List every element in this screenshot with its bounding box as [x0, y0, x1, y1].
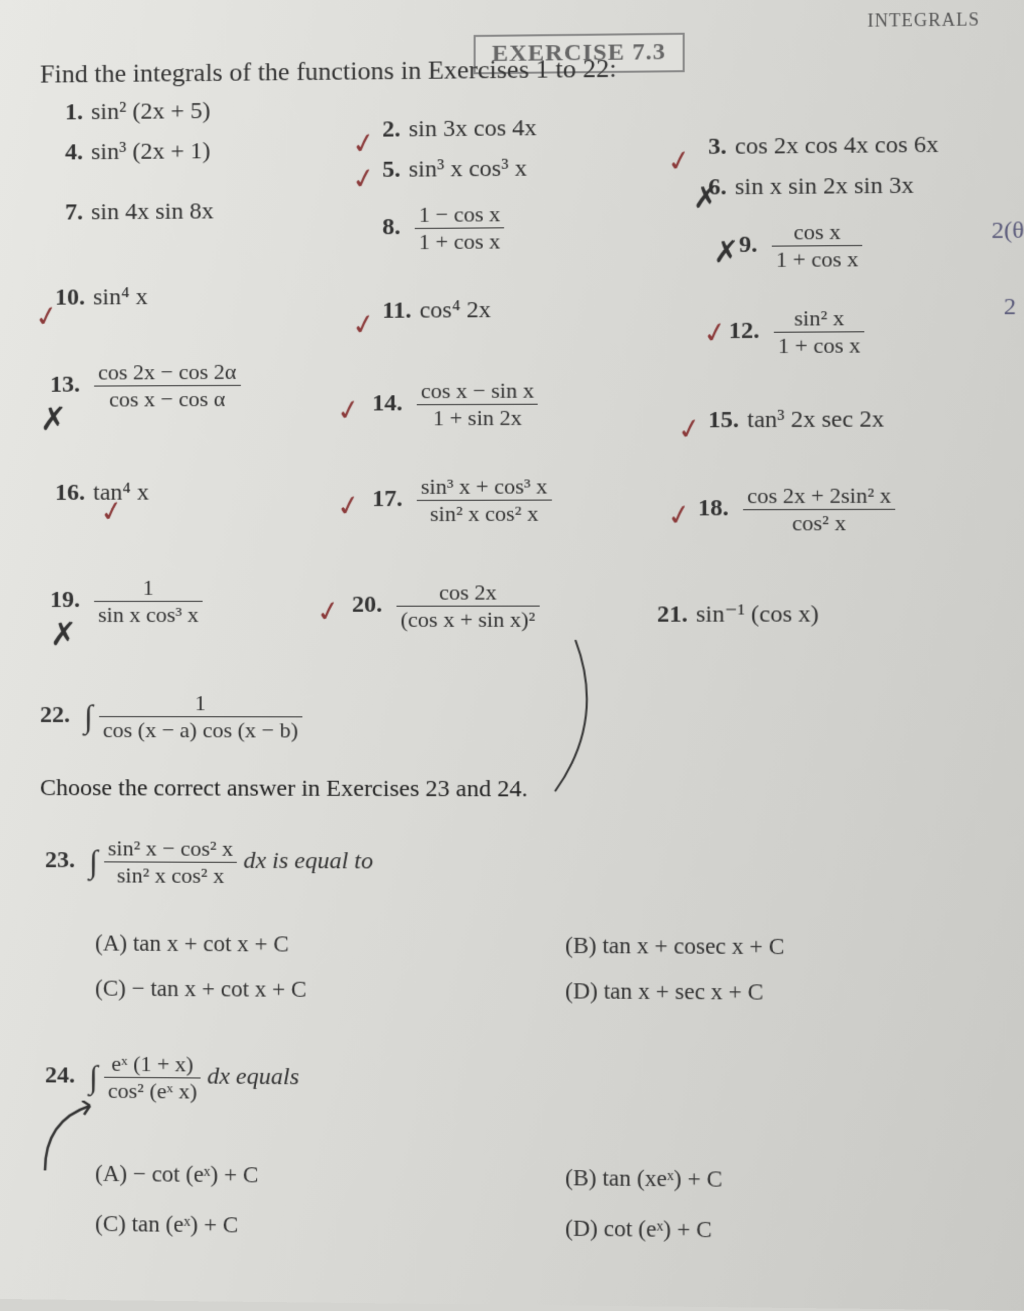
- connector-curve: [545, 640, 606, 802]
- cross-mark-icon: ✗: [40, 400, 67, 438]
- problem-13: 13. cos 2x − cos 2αcos x − cos α: [50, 359, 240, 413]
- cross-mark-icon: ✗: [693, 180, 719, 216]
- choose-instruction: Choose the correct answer in Exercises 2…: [40, 775, 528, 803]
- cross-mark-icon: ✗: [713, 235, 739, 271]
- textbook-page: INTEGRALS EXERCISE 7.3 Find the integral…: [0, 0, 1024, 1311]
- problem-21: 21.sin⁻¹ (cos x): [657, 599, 819, 628]
- problem-17: 17. sin³ x + cos³ xsin² x cos² x: [372, 473, 551, 527]
- problem-15: 15.tan³ 2x sec 2x: [708, 406, 884, 434]
- handwritten-note: 2(θ³: [992, 217, 1024, 245]
- problem-11: 11.cos⁴ 2x: [382, 297, 491, 325]
- problem-24: 24. ∫ eˣ (1 + x)cos² (eˣ x) dx equals: [45, 1050, 299, 1105]
- problem-12: 12. sin² x1 + cos x: [729, 305, 865, 359]
- q24-option-b: (B) tan (xeˣ) + C: [565, 1165, 722, 1193]
- problem-4: 4.sin³ (2x + 1): [65, 138, 210, 166]
- problem-3: 3.cos 2x cos 4x cos 6x: [708, 132, 938, 161]
- checkmark-icon: ✓: [314, 593, 343, 631]
- q24-option-a: (A) − cot (eˣ) + C: [95, 1161, 258, 1189]
- checkmark-icon: ✓: [664, 142, 694, 180]
- q23-option-a: (A) tan x + cot x + C: [95, 930, 289, 957]
- checkmark-icon: ✓: [700, 314, 730, 352]
- chapter-header: INTEGRALS: [867, 9, 979, 32]
- checkmark-icon: ✓: [664, 496, 694, 534]
- checkmark-icon: ✓: [334, 392, 363, 430]
- q24-option-c: (C) tan (eˣ) + C: [95, 1211, 238, 1239]
- checkmark-icon: ✓: [334, 487, 363, 525]
- cross-mark-icon: ✗: [50, 615, 77, 653]
- problem-1: 1.sin² (2x + 5): [65, 98, 210, 126]
- problem-20: 20. cos 2x(cos x + sin x)²: [352, 579, 539, 633]
- q23-option-c: (C) − tan x + cot x + C: [95, 976, 306, 1003]
- checkmark-icon: ✓: [349, 160, 378, 198]
- instruction-text: Find the integrals of the functions in E…: [40, 54, 617, 90]
- problem-23: 23. ∫ sin² x − cos² xsin² x cos² x dx is…: [45, 835, 373, 889]
- problem-7: 7.sin 4x sin 8x: [65, 198, 214, 226]
- problem-14: 14. cos x − sin x1 + sin 2x: [372, 377, 538, 431]
- checkmark-icon: ✓: [349, 125, 378, 163]
- q24-option-d: (D) cot (eˣ) + C: [565, 1216, 712, 1244]
- q23-option-d: (D) tan x + sec x + C: [565, 978, 763, 1005]
- problem-18: 18. cos 2x + 2sin² xcos² x: [698, 482, 895, 536]
- checkmark-icon: ✓: [349, 306, 378, 344]
- problem-9: 9. cos x1 + cos x: [739, 219, 863, 274]
- problem-10: 10.sin⁴ x: [55, 284, 148, 312]
- problem-8: 8. 1 − cos x1 + cos x: [382, 201, 504, 255]
- problem-5: 5.sin³ x cos³ x: [382, 155, 527, 183]
- problem-2: 2.sin 3x cos 4x: [382, 115, 536, 144]
- problem-6: 6.sin x sin 2x sin 3x: [708, 173, 914, 202]
- handwritten-note: 2: [1004, 294, 1016, 322]
- arrow-icon: [40, 1100, 110, 1181]
- checkmark-icon: ✓: [675, 410, 705, 448]
- problem-22: 22. ∫ 1cos (x − a) cos (x − b): [40, 690, 302, 743]
- q23-option-b: (B) tan x + cosec x + C: [565, 933, 784, 960]
